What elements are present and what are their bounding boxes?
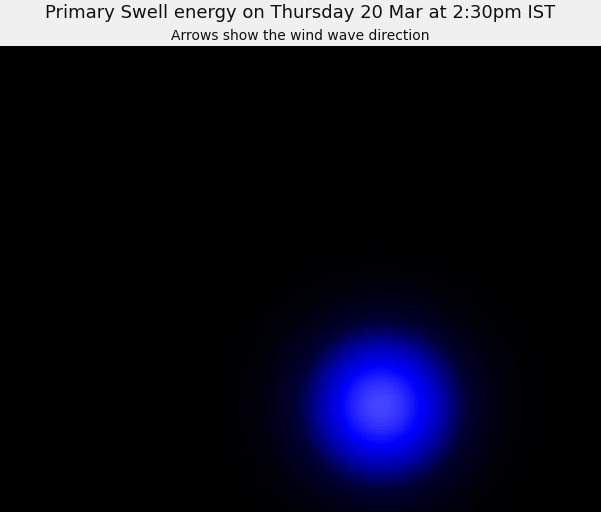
Text: Arrows show the wind wave direction: Arrows show the wind wave direction <box>171 29 430 43</box>
Text: Primary Swell energy on Thursday 20 Mar at 2:30pm IST: Primary Swell energy on Thursday 20 Mar … <box>45 4 556 22</box>
